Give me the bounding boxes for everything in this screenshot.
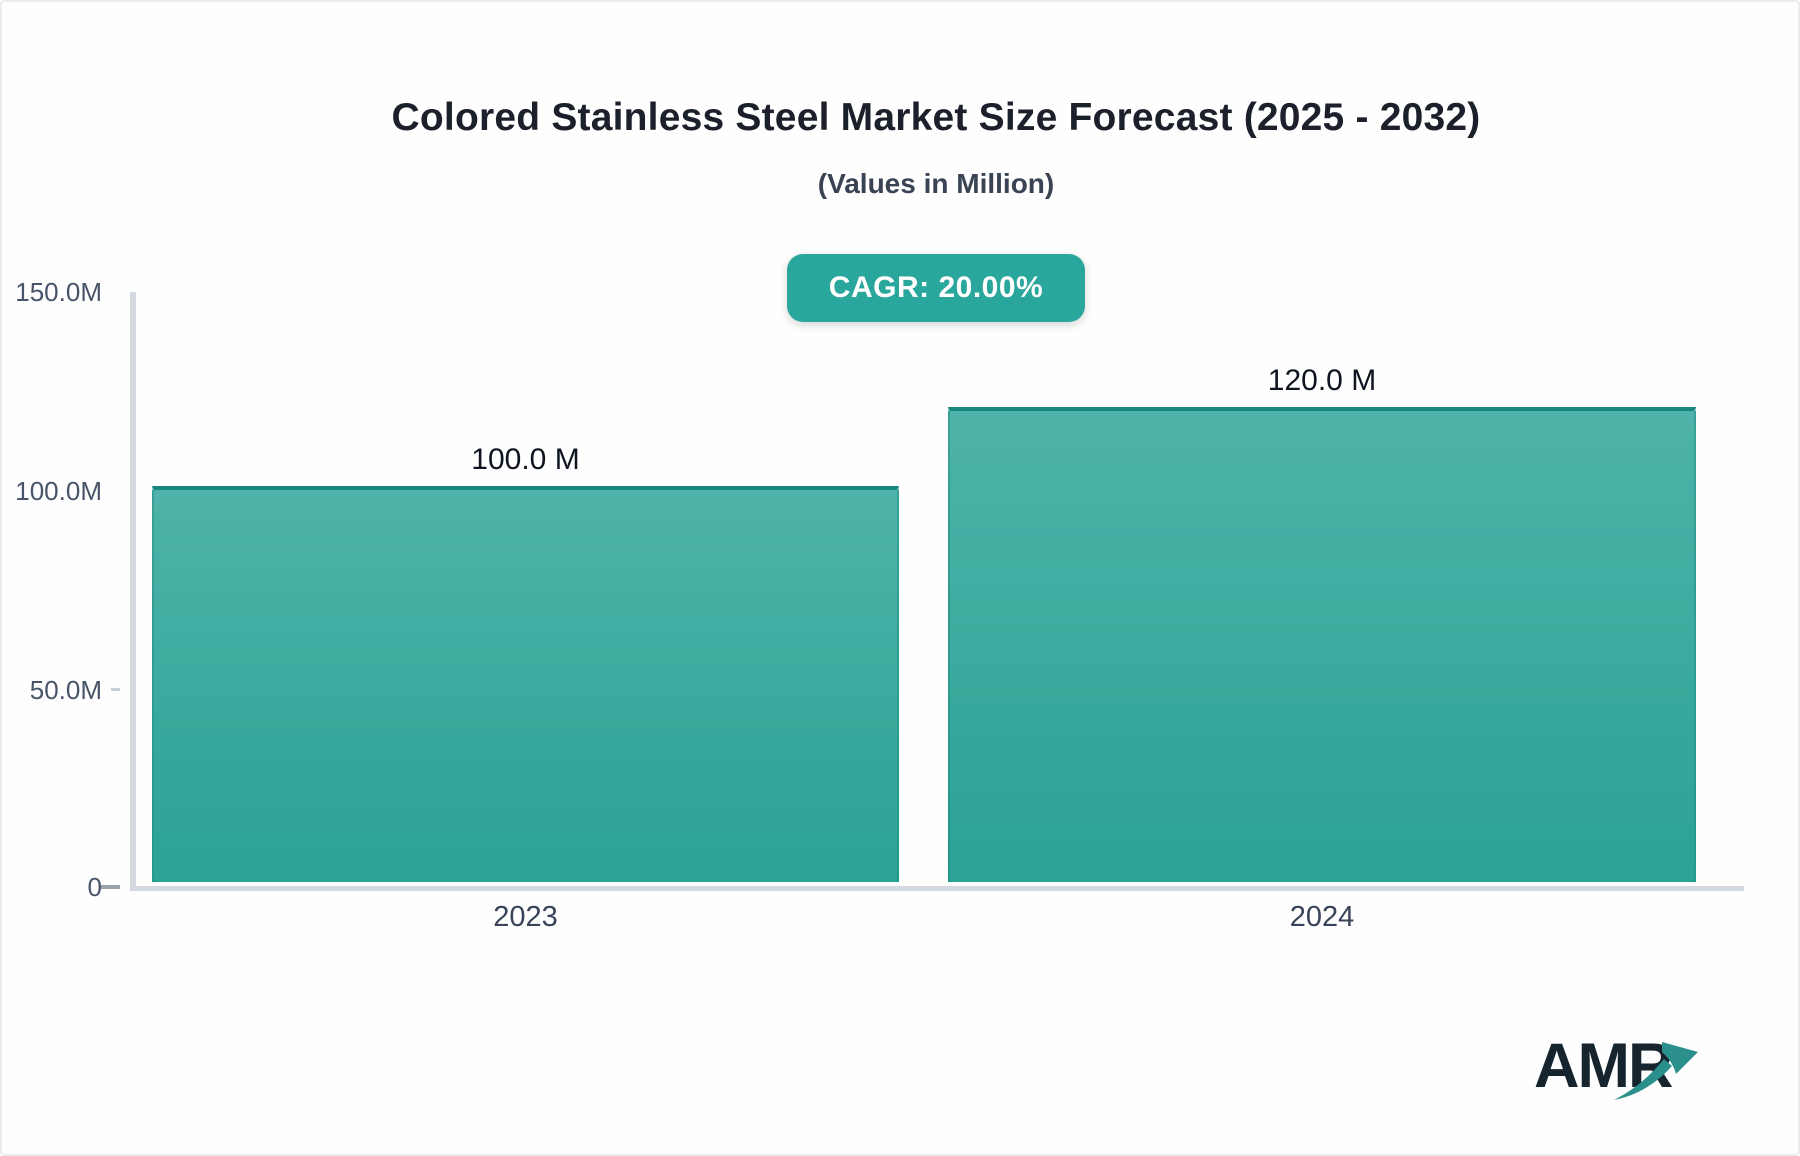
chart-subtitle: (Values in Million)	[817, 168, 1055, 199]
amr-logo-text: AMR	[1534, 1031, 1673, 1101]
bar-value-label-2023: 100.0 M	[471, 443, 580, 476]
cagr-badge: CAGR: 20.00%	[786, 254, 1086, 322]
x-axis-label-2024: 2024	[1289, 901, 1355, 933]
y-axis-tick-mark-0	[101, 885, 120, 889]
x-axis-label-2023: 2023	[493, 901, 558, 933]
y-axis-tick-label-50: 50.0M	[29, 675, 102, 705]
bar-value-label-2024: 120.0 M	[1267, 363, 1377, 397]
y-axis-line	[130, 292, 136, 889]
y-axis-tick-label-150: 150.0M	[15, 277, 102, 307]
cagr-badge-row: CAGR: 20.00%	[74, 254, 1798, 322]
y-axis-tick-label-0: 0	[87, 872, 102, 902]
bar-2024[interactable]	[948, 406, 1696, 882]
y-axis-tick-label-100: 100.0M	[15, 476, 102, 506]
amr-logo: AMR	[1534, 1030, 1673, 1102]
y-axis-tick-mark-50	[111, 688, 120, 691]
bar-2023[interactable]	[152, 486, 899, 882]
logo-growth-arrow-icon	[1614, 1042, 1698, 1100]
x-axis-baseline	[130, 886, 1744, 891]
chart-title: Colored Stainless Steel Market Size Fore…	[391, 96, 1481, 139]
